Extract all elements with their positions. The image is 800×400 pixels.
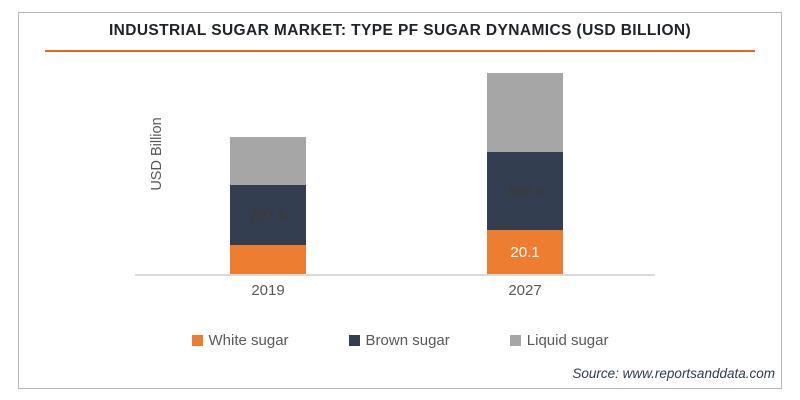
legend-item-brown-sugar: Brown sugar (348, 332, 450, 349)
x-tick-label-2019: 2019 (251, 282, 285, 299)
stacked-bar-2027: 20.1 389.8 (487, 73, 563, 274)
bar-segment-brown-sugar-2027: 389.8 (487, 152, 563, 230)
legend-label: Liquid sugar (526, 332, 609, 349)
stacked-bar-2019: 297.8 (230, 137, 306, 274)
legend-swatch-icon (509, 335, 521, 346)
source-attribution: Source: www.reportsanddata.com (572, 366, 775, 381)
legend-item-white-sugar: White sugar (191, 332, 289, 349)
legend-swatch-icon (191, 335, 203, 346)
y-axis-label: USD Billion (149, 117, 165, 191)
bar-segment-white-sugar-2027: 20.1 (487, 230, 563, 274)
title-underline (45, 50, 755, 52)
data-label-brown-sugar-2019: 297.8 (249, 206, 287, 224)
bar-segment-liquid-sugar-2027 (487, 73, 563, 152)
legend-item-liquid-sugar: Liquid sugar (509, 332, 609, 349)
bar-segment-white-sugar-2019 (230, 245, 306, 274)
bar-segment-liquid-sugar-2019 (230, 137, 306, 185)
data-label-white-sugar-2027: 20.1 (510, 243, 540, 261)
chart-title: INDUSTRIAL SUGAR MARKET: TYPE PF SUGAR D… (108, 22, 692, 39)
legend: White sugar Brown sugar Liquid sugar (0, 332, 800, 349)
bar-segment-brown-sugar-2019: 297.8 (230, 185, 306, 245)
data-label-brown-sugar-2027: 389.8 (506, 182, 544, 200)
x-axis-line (135, 274, 655, 276)
legend-label: White sugar (208, 332, 289, 349)
x-tick-label-2027: 2027 (508, 282, 542, 299)
legend-label: Brown sugar (365, 332, 450, 349)
legend-swatch-icon (348, 335, 360, 346)
